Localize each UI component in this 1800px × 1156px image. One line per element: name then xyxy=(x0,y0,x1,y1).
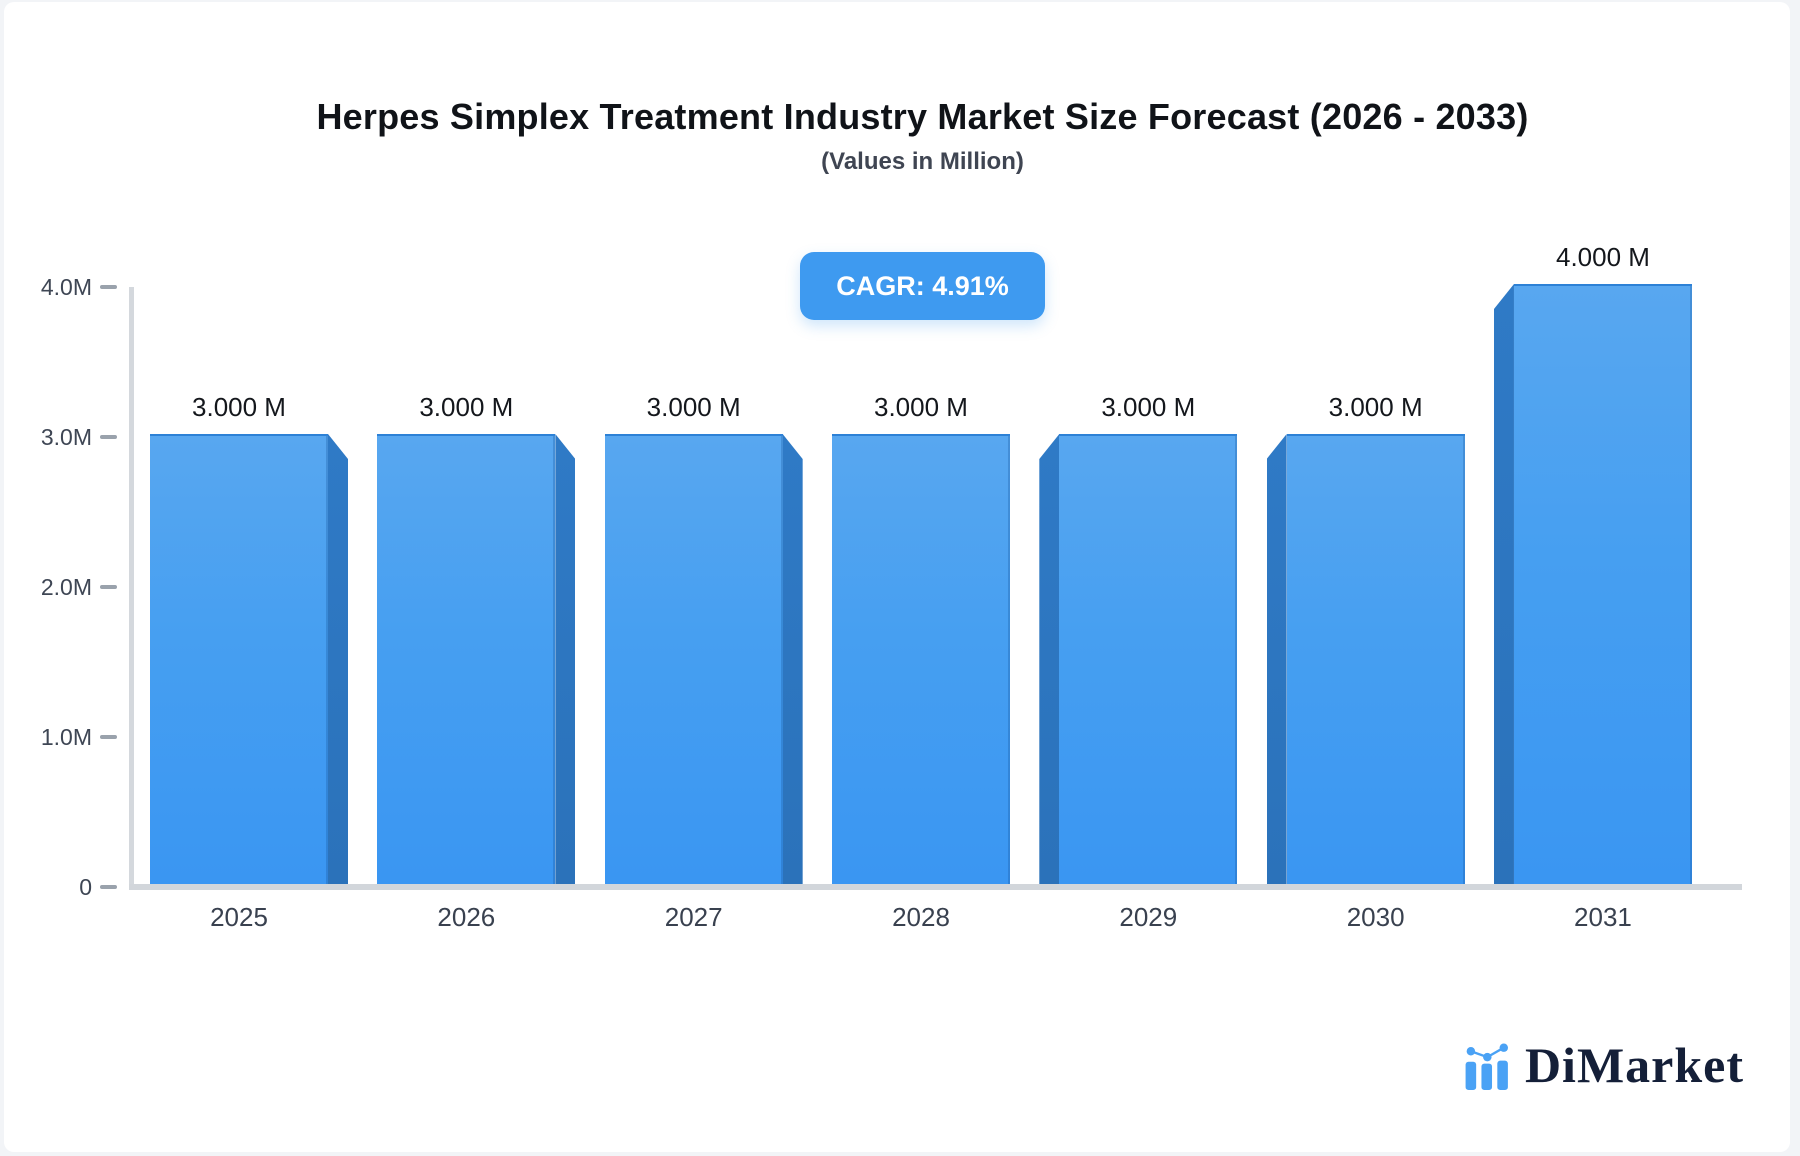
y-axis-tick-label: 0 xyxy=(79,874,92,900)
x-axis-category-label: 2029 xyxy=(1119,902,1178,932)
x-axis-line xyxy=(129,884,1742,890)
bar-side-face xyxy=(782,434,803,884)
bar-value-label: 3.000 M xyxy=(419,392,514,422)
bar-side-face xyxy=(1493,284,1514,884)
y-axis-tick-label: 3.0M xyxy=(40,424,92,450)
bar-value-label: 3.000 M xyxy=(1101,392,1196,422)
chart-subtitle: (Values in Million) xyxy=(821,148,1024,175)
bar-face xyxy=(1513,284,1692,884)
bar-face xyxy=(831,434,1010,884)
y-axis-tick-label: 2.0M xyxy=(40,574,92,600)
brand-logo: DiMarket xyxy=(1465,1040,1744,1090)
x-axis-category-label: 2028 xyxy=(892,902,950,932)
y-axis-tick-mark xyxy=(100,735,117,739)
y-axis-tick-label: 4.0M xyxy=(40,274,92,300)
y-axis-tick-mark xyxy=(100,285,117,289)
y-axis-tick-mark xyxy=(100,435,117,439)
bar-chart-logo-icon xyxy=(1465,1043,1508,1090)
x-axis-category-label: 2027 xyxy=(664,902,723,932)
bar-face xyxy=(1059,434,1238,884)
y-axis-tick-label: 1.0M xyxy=(40,724,92,750)
y-axis-tick-mark xyxy=(100,585,117,589)
bar-value-label: 3.000 M xyxy=(646,392,741,422)
bar-face xyxy=(604,434,783,884)
x-axis-category-label: 2025 xyxy=(210,902,268,932)
bar-face xyxy=(1286,434,1465,884)
cagr-badge: CAGR: 4.91% xyxy=(800,252,1045,320)
bar-side-face xyxy=(1039,434,1060,884)
bar-face xyxy=(150,434,328,884)
chart-title: Herpes Simplex Treatment Industry Market… xyxy=(316,96,1529,137)
x-axis-category-label: 2030 xyxy=(1346,902,1405,932)
cagr-badge-row: CAGR: 4.91% xyxy=(0,252,1800,320)
bar-value-label: 4.000 M xyxy=(1555,242,1650,272)
bar-value-label: 3.000 M xyxy=(1328,392,1423,422)
bar-side-face xyxy=(1266,434,1287,884)
y-axis-line xyxy=(129,287,134,890)
x-axis-category-label: 2026 xyxy=(437,902,496,932)
bar-value-label: 3.000 M xyxy=(874,392,968,422)
bar-side-face xyxy=(328,434,348,884)
bar-face xyxy=(377,434,556,884)
y-axis-tick-mark xyxy=(100,885,117,889)
brand-logo-text: DiMarket xyxy=(1524,1037,1744,1093)
x-axis-category-label: 2031 xyxy=(1574,902,1632,932)
bar-side-face xyxy=(555,434,576,884)
bar-value-label: 3.000 M xyxy=(192,392,286,422)
